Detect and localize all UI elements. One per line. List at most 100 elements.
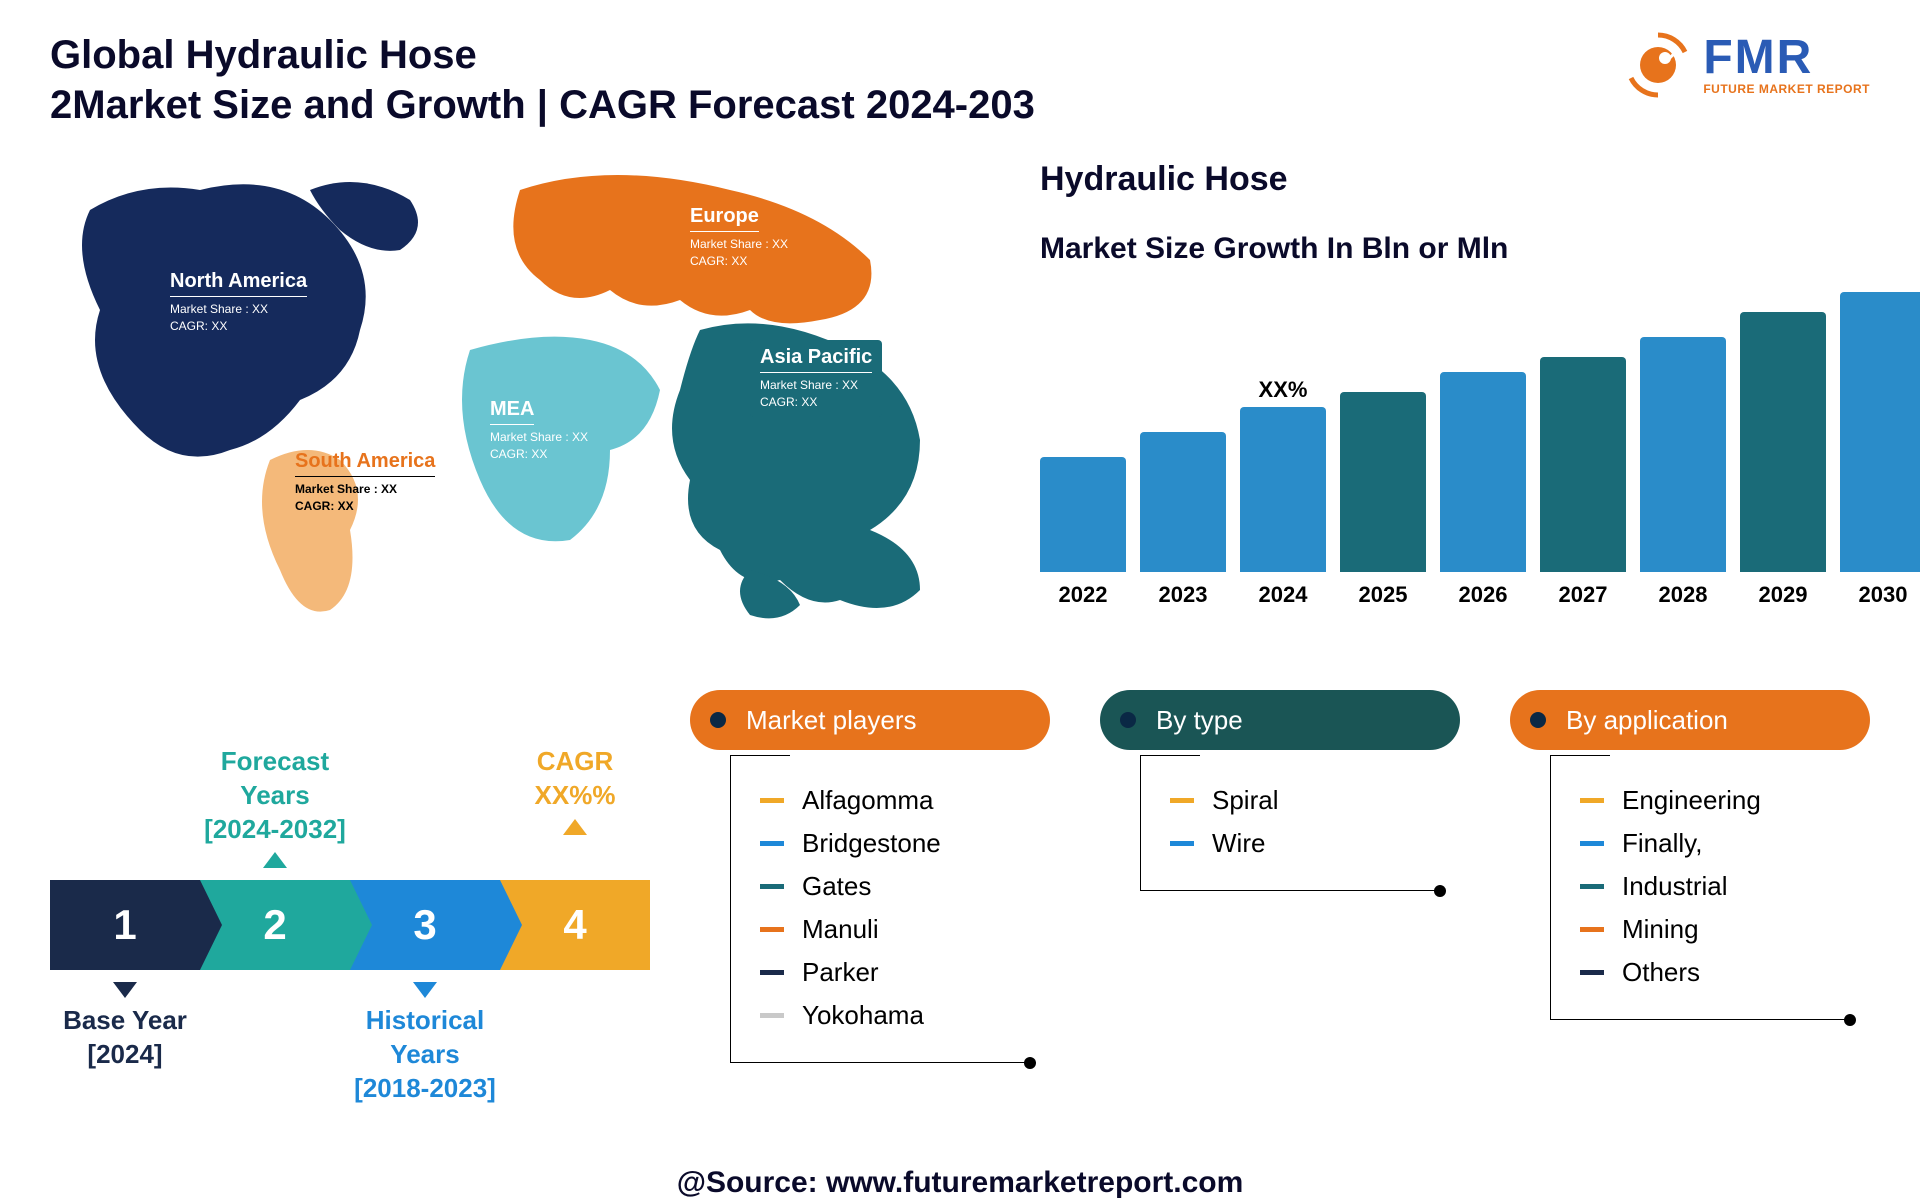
list-item: Manuli	[760, 914, 1050, 945]
list-item-text: Others	[1622, 957, 1700, 988]
list-item: Wire	[1170, 828, 1460, 859]
bar-year-label: 2026	[1459, 582, 1508, 608]
category-header-text: Market players	[746, 705, 917, 736]
list-item: Industrial	[1580, 871, 1870, 902]
bar-year-label: 2025	[1359, 582, 1408, 608]
list-item: Parker	[760, 957, 1050, 988]
category-block: By type Spiral Wire	[1100, 690, 1460, 1063]
category-block: Market playersAlfagommaBridgestoneGatesM…	[690, 690, 1050, 1063]
bullet-icon	[1170, 798, 1194, 803]
list-item: Spiral	[1170, 785, 1460, 816]
bar	[1140, 432, 1226, 572]
bar	[1340, 392, 1426, 572]
category-block: By application Engineering Finally, Industr…	[1510, 690, 1870, 1063]
source-attribution: @Source: www.futuremarketreport.com	[50, 1166, 1870, 1200]
bar-col: 2023	[1140, 432, 1226, 608]
bullet-icon	[1170, 841, 1194, 846]
list-item-text: Parker	[802, 957, 879, 988]
bars-container: 20222023XX%20242025202620272028202920302…	[1040, 288, 1920, 608]
bar-col: 2029	[1740, 312, 1826, 608]
category-header: By type	[1100, 690, 1460, 750]
bullet-icon	[1580, 970, 1604, 975]
bar-year-label: 2023	[1159, 582, 1208, 608]
title-line2: 2Market Size and Growth | CAGR Forecast …	[50, 80, 1035, 130]
header: Global Hydraulic Hose 2Market Size and G…	[50, 30, 1870, 130]
bullet-icon	[760, 1013, 784, 1018]
timeline-segment: 3	[350, 880, 500, 970]
list-item-text: Wire	[1212, 828, 1265, 859]
list-item: Bridgestone	[760, 828, 1050, 859]
bar-col: 2022	[1040, 457, 1126, 608]
chart-subtitle: Market Size Growth In Bln or Mln	[1040, 229, 1920, 268]
bullet-icon	[1580, 884, 1604, 889]
category-frame: Spiral Wire	[1140, 765, 1460, 891]
region-share: Market Share : XX	[690, 236, 788, 253]
category-header-text: By application	[1566, 705, 1728, 736]
list-item-text: Industrial	[1622, 871, 1728, 902]
region-name: MEA	[490, 398, 534, 425]
timeline-bottom-label: Base Year[2024]	[50, 982, 200, 1072]
chart-title: Hydraulic Hose	[1040, 160, 1920, 199]
bar-year-label: 2030	[1859, 582, 1908, 608]
region-label-sa: South America Market Share : XX CAGR: XX	[295, 450, 435, 515]
list-item-text: Spiral	[1212, 785, 1278, 816]
bullet-dot-icon	[1120, 712, 1136, 728]
bullet-icon	[1580, 927, 1604, 932]
logo-icon	[1623, 30, 1693, 100]
list-item: Engineering	[1580, 785, 1870, 816]
region-label-mea: MEA Market Share : XX CAGR: XX	[490, 398, 588, 463]
bar	[1640, 337, 1726, 572]
bullet-icon	[1580, 841, 1604, 846]
bar-col: XX%2024	[1240, 407, 1326, 608]
region-cagr: CAGR: XX	[170, 318, 307, 335]
bullet-icon	[760, 798, 784, 803]
region-share: Market Share : XX	[295, 481, 435, 498]
bullet-icon	[760, 970, 784, 975]
category-header-text: By type	[1156, 705, 1243, 736]
region-cagr: CAGR: XX	[490, 446, 588, 463]
page-title: Global Hydraulic Hose 2Market Size and G…	[50, 30, 1035, 130]
timeline-top-labels: Forecast Years[2024-2032]CAGRXX%%	[50, 745, 650, 868]
bar-chart: Hydraulic Hose Market Size Growth In Bln…	[1010, 150, 1920, 650]
bar	[1540, 357, 1626, 572]
category-list: Spiral Wire	[1170, 785, 1460, 859]
list-item-text: Yokohama	[802, 1000, 924, 1031]
logo: FMR FUTURE MARKET REPORT	[1623, 30, 1870, 100]
bar-year-label: 2028	[1659, 582, 1708, 608]
bullet-dot-icon	[1530, 712, 1546, 728]
category-header: By application	[1510, 690, 1870, 750]
bar-col: 2026	[1440, 372, 1526, 608]
title-line1: Global Hydraulic Hose	[50, 30, 1035, 80]
list-item: Finally,	[1580, 828, 1870, 859]
category-frame: AlfagommaBridgestoneGatesManuliParkerYok…	[730, 765, 1050, 1063]
list-item: Gates	[760, 871, 1050, 902]
timeline-segment: 2	[200, 880, 350, 970]
bar	[1740, 312, 1826, 572]
lower-section: Forecast Years[2024-2032]CAGRXX%% 1234 B…	[50, 690, 1870, 1106]
list-item: Mining	[1580, 914, 1870, 945]
list-item-text: Manuli	[802, 914, 879, 945]
bar	[1040, 457, 1126, 572]
region-share: Market Share : XX	[490, 429, 588, 446]
region-share: Market Share : XX	[760, 377, 872, 394]
timeline-bar: 1234	[50, 880, 650, 970]
logo-main: FMR	[1703, 34, 1870, 82]
logo-sub: FUTURE MARKET REPORT	[1703, 82, 1870, 96]
bar-callout: XX%	[1259, 377, 1308, 403]
list-item-text: Bridgestone	[802, 828, 941, 859]
bar	[1240, 407, 1326, 572]
bullet-icon	[760, 841, 784, 846]
list-item-text: Gates	[802, 871, 871, 902]
region-cagr: CAGR: XX	[690, 253, 788, 270]
bar-year-label: 2024	[1259, 582, 1308, 608]
bar-col: 2028	[1640, 337, 1726, 608]
bar-year-label: 2029	[1759, 582, 1808, 608]
bullet-icon	[760, 927, 784, 932]
world-map: North America Market Share : XX CAGR: XX…	[50, 150, 970, 650]
region-name: North America	[170, 270, 307, 297]
list-item-text: Finally,	[1622, 828, 1702, 859]
timeline-top-label: CAGRXX%%	[500, 745, 650, 835]
bar-year-label: 2022	[1059, 582, 1108, 608]
bar-col: 2030	[1840, 292, 1920, 608]
region-label-eu: Europe Market Share : XX CAGR: XX	[690, 205, 788, 270]
